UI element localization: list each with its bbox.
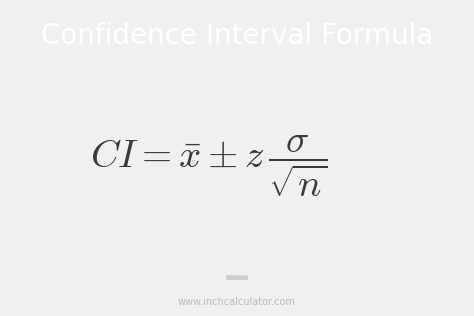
Text: Confidence Interval Formula: Confidence Interval Formula xyxy=(41,22,433,50)
Text: $\mathit{CI} = \bar{x} \pm z\,\dfrac{\sigma}{\sqrt{n}}$: $\mathit{CI} = \bar{x} \pm z\,\dfrac{\si… xyxy=(90,133,327,199)
Text: www.inchcalculator.com: www.inchcalculator.com xyxy=(178,297,296,307)
